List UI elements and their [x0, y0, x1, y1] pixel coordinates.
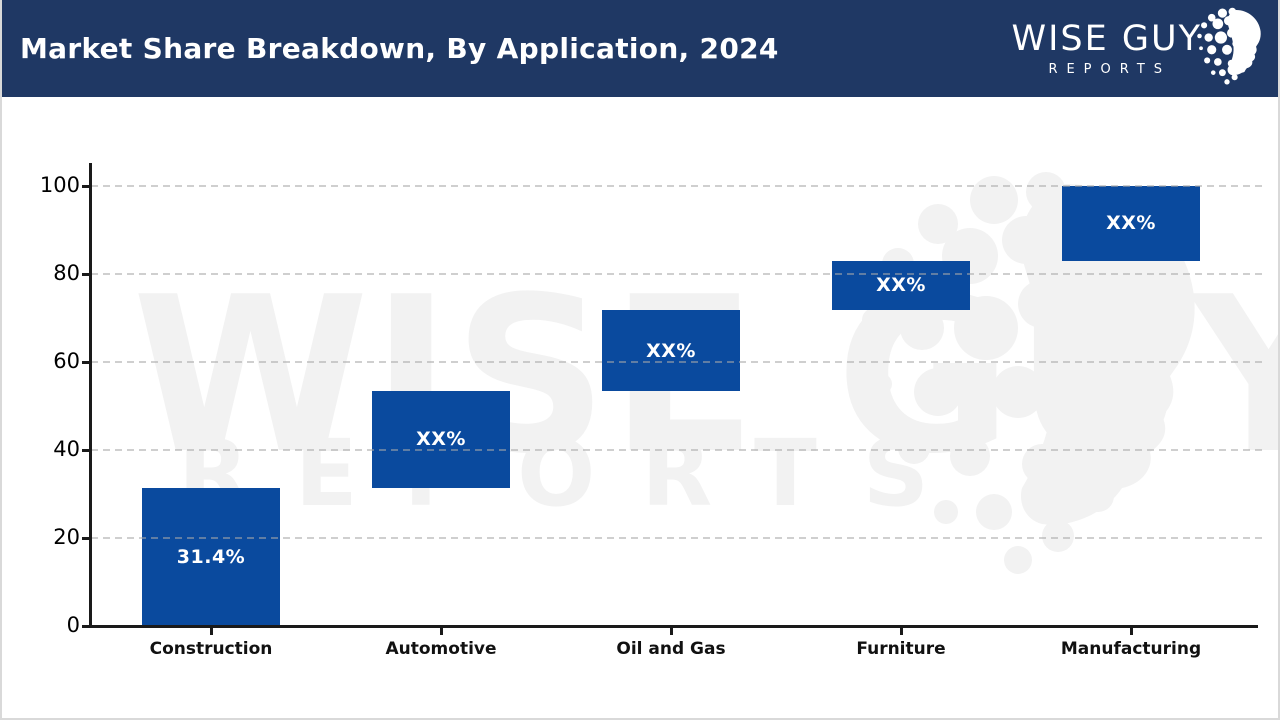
y-tick-label: 60 [53, 349, 80, 373]
bar-value-label: XX% [646, 339, 696, 362]
y-tick-label: 80 [53, 261, 80, 285]
gridline-y20 [91, 537, 1262, 539]
header-bar: Market Share Breakdown, By Application, … [0, 0, 1280, 97]
y-tick-label: 40 [53, 437, 80, 461]
brand-subname: REPORTS [1048, 61, 1172, 77]
bar-value-label: XX% [876, 274, 926, 297]
bar-manufacturing: XX% [1062, 186, 1200, 261]
brand-name: WISE GUY [1011, 18, 1202, 59]
brand-logo: WISE GUY REPORTS [1011, 7, 1266, 91]
y-tick-mark [82, 449, 90, 452]
x-tick-mark [670, 627, 673, 635]
y-tick-label: 20 [53, 525, 80, 549]
x-tick-mark [440, 627, 443, 635]
x-tick-label-manufacturing: Manufacturing [1060, 639, 1202, 659]
x-tick-mark [1130, 627, 1133, 635]
x-tick-label-furniture: Furniture [856, 639, 946, 659]
y-tick-mark [82, 361, 90, 364]
y-tick-mark [82, 185, 90, 188]
gridline-y80 [91, 273, 1262, 275]
brand-dotted-head-icon [1197, 7, 1261, 85]
y-tick-mark [82, 537, 90, 540]
bar-automotive: XX% [372, 391, 510, 488]
bar-furniture: XX% [832, 260, 970, 311]
x-tick-mark [210, 627, 213, 635]
bar-oil-and-gas: XX% [602, 310, 740, 392]
gridline-y40 [91, 449, 1262, 451]
y-tick-label: 0 [66, 613, 80, 637]
x-tick-label-construction: Construction [149, 639, 273, 659]
gridline-y60 [91, 361, 1262, 363]
bar-value-label: XX% [1106, 212, 1156, 235]
y-tick-label: 100 [39, 173, 80, 197]
y-tick-mark [82, 625, 90, 628]
x-axis-line [89, 625, 1258, 628]
y-axis-line [89, 163, 92, 628]
y-tick-mark [82, 273, 90, 276]
x-tick-mark [900, 627, 903, 635]
brand-logo-text: WISE GUY REPORTS [1011, 18, 1202, 77]
x-tick-label-automotive: Automotive [385, 639, 497, 659]
bar-construction: 31.4% [142, 487, 280, 626]
x-tick-label-oil-and-gas: Oil and Gas [616, 639, 726, 659]
bar-value-label: 31.4% [176, 545, 246, 568]
bar-value-label: XX% [416, 428, 466, 451]
page-title: Market Share Breakdown, By Application, … [20, 32, 779, 65]
gridline-y100 [91, 185, 1262, 187]
